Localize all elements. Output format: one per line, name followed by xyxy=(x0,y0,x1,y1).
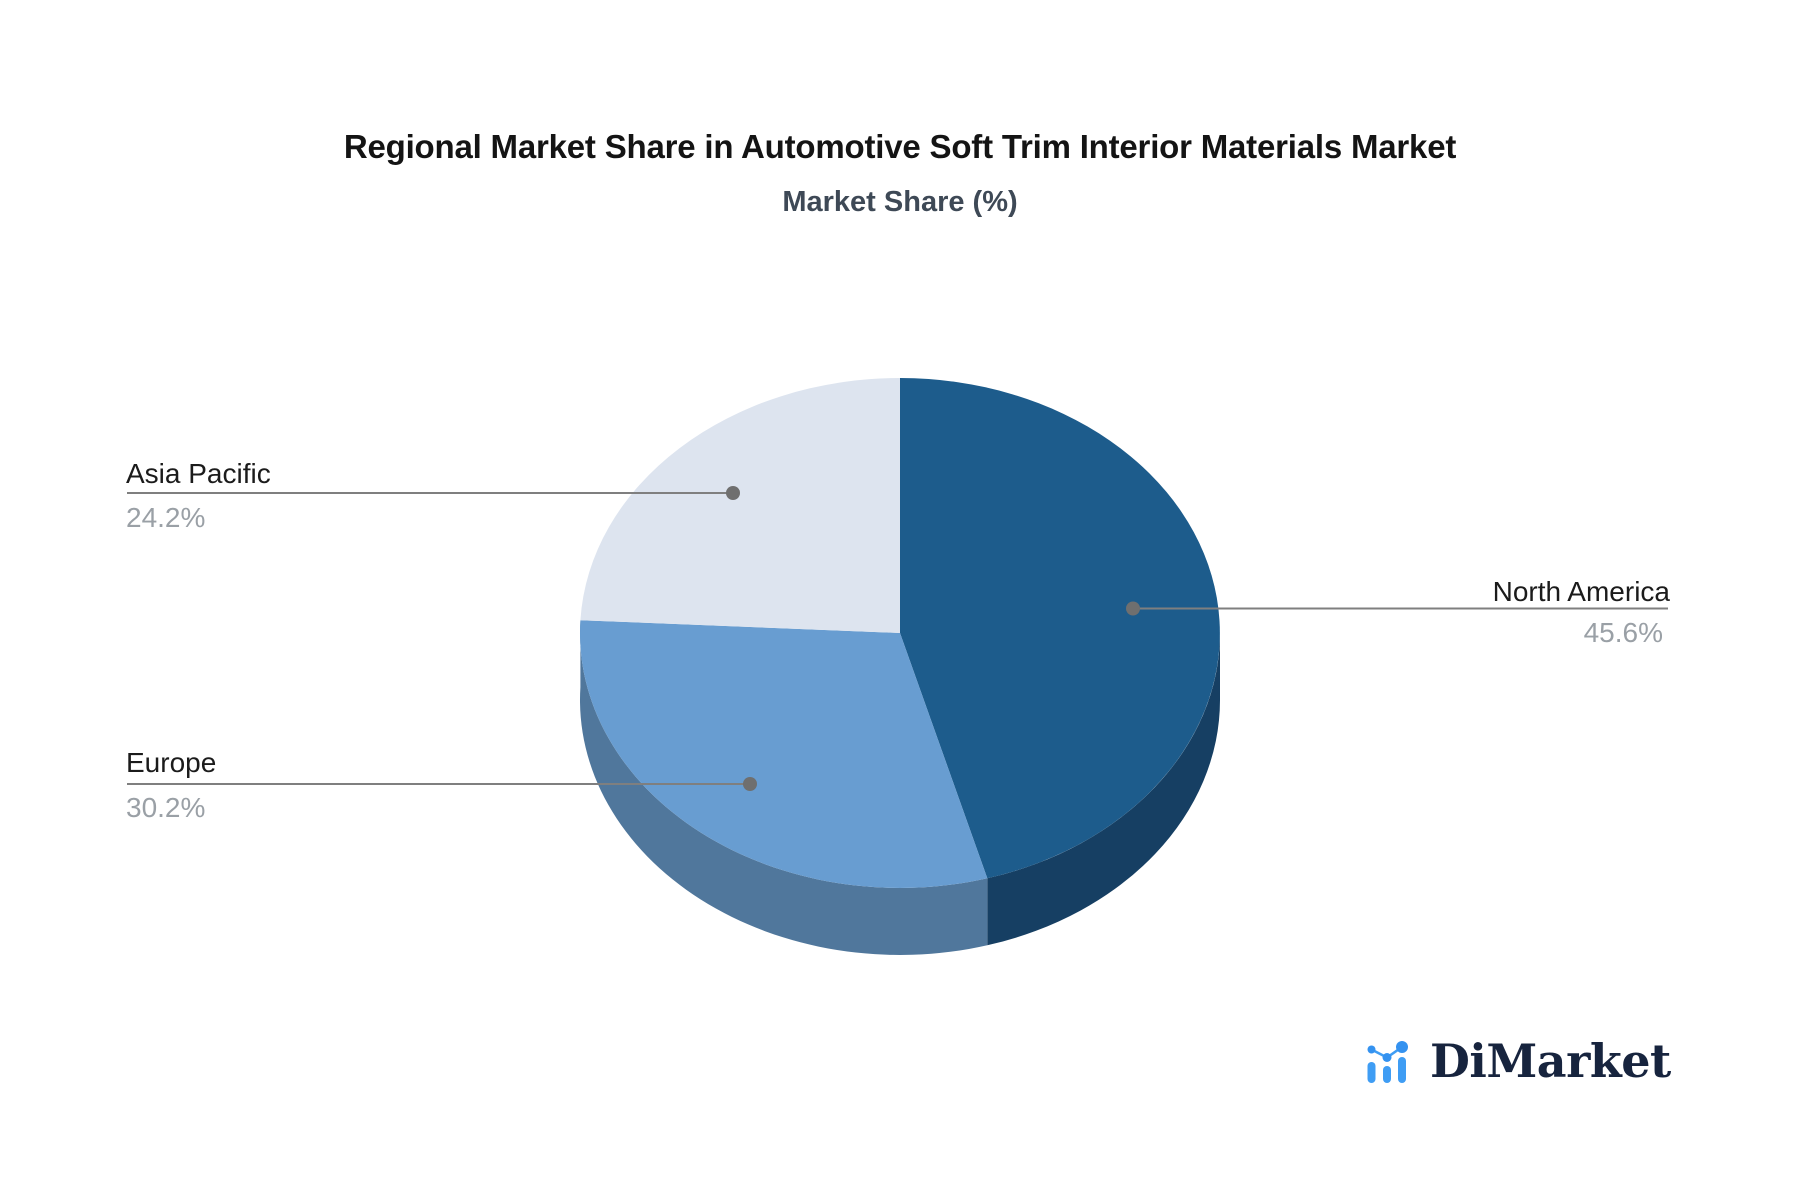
pie-rim-north-america xyxy=(987,633,1220,946)
chart-title: Regional Market Share in Automotive Soft… xyxy=(343,128,1457,165)
pie-slices xyxy=(579,378,1220,888)
label-europe: Europe xyxy=(126,747,217,778)
value-north-america: 45.6% xyxy=(1583,617,1663,648)
label-north-america: North America xyxy=(1492,576,1670,607)
chart-subtitle: Market Share (%) xyxy=(782,186,1018,218)
brand-logo-text: DiMarket xyxy=(1430,1034,1671,1088)
pie-slice-asia-pacific[interactable] xyxy=(580,378,900,633)
connector-dot-europe xyxy=(743,777,757,791)
label-connectors xyxy=(127,486,1668,791)
bar-chart-logo-icon xyxy=(1367,1041,1408,1083)
pie-slice-europe[interactable] xyxy=(579,620,988,888)
label-asia-pacific: Asia Pacific xyxy=(126,458,271,489)
pie-3d-rims xyxy=(579,619,1220,955)
value-europe: 30.2% xyxy=(126,792,206,823)
connector-dot-asia-pacific xyxy=(726,486,740,500)
brand-logo: DiMarket xyxy=(1358,1034,1671,1088)
connector-dot-north-america xyxy=(1126,601,1140,616)
pie-rim-europe xyxy=(579,620,988,955)
pie-slice-north-america[interactable] xyxy=(900,378,1220,879)
value-asia-pacific: 24.2% xyxy=(126,502,206,533)
